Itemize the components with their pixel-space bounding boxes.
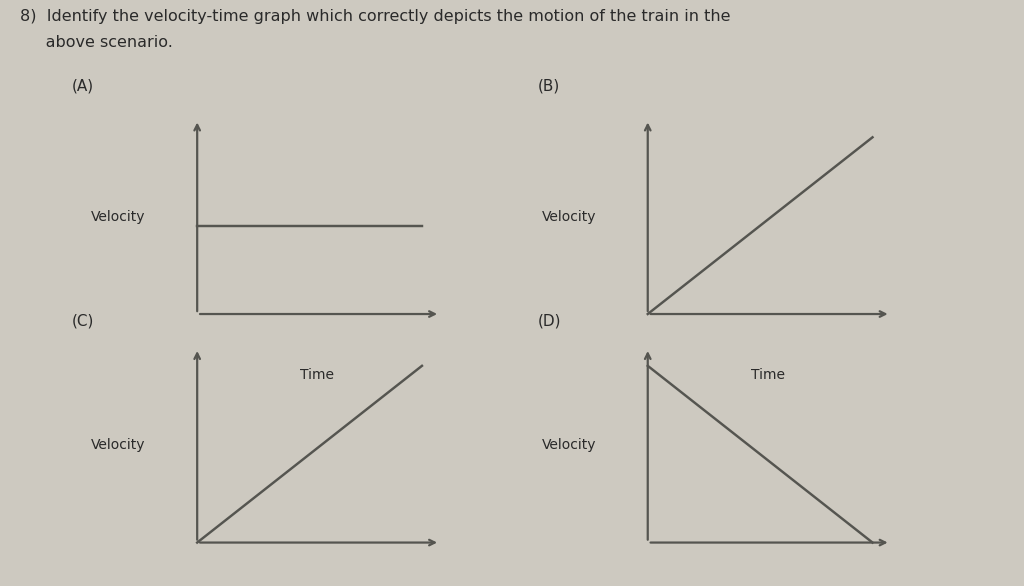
Text: Velocity: Velocity bbox=[91, 438, 145, 452]
Text: above scenario.: above scenario. bbox=[20, 35, 173, 50]
Text: (D): (D) bbox=[538, 314, 561, 328]
Text: Time: Time bbox=[300, 368, 335, 382]
Text: Velocity: Velocity bbox=[542, 210, 596, 224]
Text: Time: Time bbox=[751, 368, 785, 382]
Text: (A): (A) bbox=[72, 79, 94, 94]
Text: Velocity: Velocity bbox=[542, 438, 596, 452]
Text: 8)  Identify the velocity-time graph which correctly depicts the motion of the t: 8) Identify the velocity-time graph whic… bbox=[20, 9, 731, 24]
Text: Velocity: Velocity bbox=[91, 210, 145, 224]
Text: (C): (C) bbox=[72, 314, 94, 328]
Text: (B): (B) bbox=[538, 79, 560, 94]
